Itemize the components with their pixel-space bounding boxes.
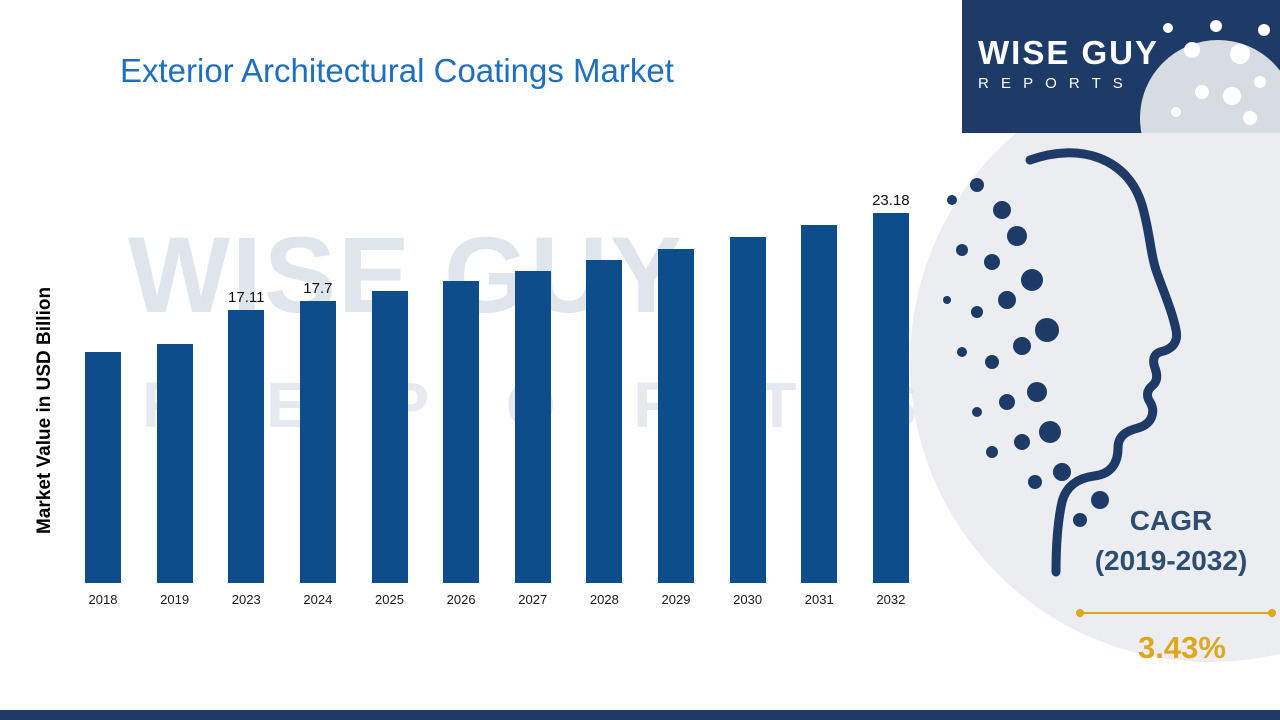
bar-2026 <box>443 280 480 583</box>
x-tick-2032: 2032 <box>876 592 906 607</box>
x-tick-2031: 2031 <box>804 592 834 607</box>
bar-value-label-2032: 23.18 <box>872 192 910 209</box>
logo-subtitle: R E P O R T S <box>978 75 1127 92</box>
bar-2023 <box>228 309 265 583</box>
page-title: Exterior Architectural Coatings Market <box>120 52 674 90</box>
x-tick-2024: 2024 <box>303 592 333 607</box>
bar-group-2026: 2026 <box>442 180 480 607</box>
plot-area: 2018 2019 17.11 2023 17.7 2024 2025 2026 2027 202… <box>84 180 910 607</box>
bar-group-2029: 2029 <box>657 180 695 607</box>
bar-2028 <box>586 259 623 583</box>
cagr-block: CAGR (2019-2032) <box>1068 505 1274 577</box>
bar-group-2027: 2027 <box>514 180 552 607</box>
bar-group-2028: 2028 <box>585 180 623 607</box>
divider-dot-left <box>1076 609 1084 617</box>
bar-group-2030: 2030 <box>729 180 767 607</box>
bar-2031 <box>801 225 838 583</box>
bar-group-2023: 17.11 2023 <box>227 180 265 607</box>
bar-group-2024: 17.7 2024 <box>299 180 337 607</box>
x-tick-2026: 2026 <box>446 592 476 607</box>
x-tick-2030: 2030 <box>733 592 763 607</box>
x-tick-2029: 2029 <box>661 592 691 607</box>
bar-2018 <box>85 352 121 583</box>
logo-wordmark: WISE GUY <box>978 34 1160 71</box>
bar-2030 <box>729 237 766 583</box>
bar-group-2032: 23.18 2032 <box>872 180 910 607</box>
y-axis-label: Market Value in USD Billion <box>34 286 55 535</box>
bar-value-label-2023: 17.11 <box>228 288 265 306</box>
bar-2025 <box>371 290 408 583</box>
bar-group-2018: 2018 <box>84 180 122 607</box>
cagr-divider <box>1076 609 1276 617</box>
logo: WISE GUY R E P O R T S <box>978 34 1159 92</box>
bar-group-2031: 2031 <box>800 180 838 607</box>
bar-2032 <box>872 213 909 583</box>
x-tick-2018: 2018 <box>88 592 118 607</box>
bar-2029 <box>658 248 694 583</box>
bar-group-2025: 2025 <box>371 180 409 607</box>
halftone-dots-navy <box>943 178 1109 527</box>
x-tick-2023: 2023 <box>231 592 261 607</box>
cagr-label: CAGR <box>1129 505 1213 536</box>
bottom-accent-bar <box>0 710 1280 720</box>
bar-value-label-2024: 17.7 <box>303 279 333 297</box>
cagr-period: (2019-2032) <box>1094 545 1248 576</box>
face-profile-icon <box>1025 148 1182 577</box>
halftone-dots-white <box>1163 20 1270 125</box>
x-tick-2027: 2027 <box>518 592 548 607</box>
x-tick-2028: 2028 <box>589 592 619 607</box>
bar-2027 <box>514 270 551 583</box>
cagr-value: 3.43% <box>1138 630 1226 665</box>
divider-dot-right <box>1268 609 1276 617</box>
bar-2019 <box>156 344 193 583</box>
bar-2024 <box>299 300 336 583</box>
bar-group-2019: 2019 <box>156 180 194 607</box>
x-tick-2025: 2025 <box>375 592 404 607</box>
x-tick-2019: 2019 <box>160 592 190 607</box>
